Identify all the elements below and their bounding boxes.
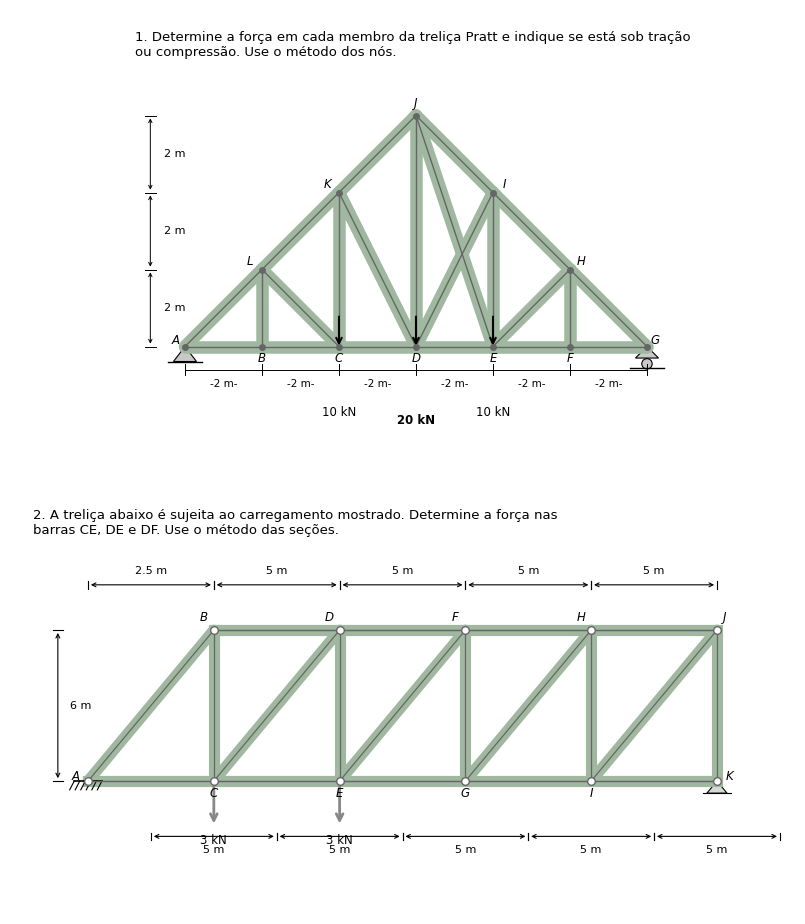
Text: D: D (411, 351, 420, 365)
Text: 5 m: 5 m (203, 845, 225, 856)
Text: J: J (723, 611, 726, 624)
Text: 5 m: 5 m (455, 845, 476, 856)
Text: 6 m: 6 m (71, 700, 92, 711)
Text: -2 m-: -2 m- (518, 379, 545, 389)
Polygon shape (173, 346, 196, 361)
Text: H: H (576, 611, 585, 624)
Text: 5 m: 5 m (706, 845, 728, 856)
Circle shape (642, 359, 652, 369)
Text: -2 m-: -2 m- (364, 379, 391, 389)
Text: B: B (200, 611, 208, 624)
Text: I: I (589, 787, 593, 800)
Text: H: H (577, 255, 586, 268)
Text: G: G (460, 787, 470, 800)
Text: -2 m-: -2 m- (287, 379, 314, 389)
Text: K: K (725, 770, 733, 783)
Text: 10 kN: 10 kN (322, 407, 356, 419)
Text: 2 m: 2 m (163, 226, 185, 236)
Text: -2 m-: -2 m- (440, 379, 469, 389)
Text: -2 m-: -2 m- (595, 379, 622, 389)
Text: 1. Determine a força em cada membro da treliça Pratt e indique se está sob traçã: 1. Determine a força em cada membro da t… (135, 30, 691, 59)
Text: E: E (489, 351, 497, 365)
Text: 3 kN: 3 kN (200, 833, 227, 847)
Text: 5 m: 5 m (580, 845, 602, 856)
Text: C: C (210, 787, 218, 800)
Text: 5 m: 5 m (392, 566, 413, 576)
Text: 2.5 m: 2.5 m (135, 566, 167, 576)
Text: 5 m: 5 m (329, 845, 350, 856)
Text: J: J (415, 97, 418, 111)
Polygon shape (635, 346, 658, 358)
Text: 2 m: 2 m (163, 149, 185, 159)
Text: 5 m: 5 m (643, 566, 665, 576)
Text: 2 m: 2 m (163, 303, 185, 313)
Text: I: I (503, 178, 506, 191)
Text: 5 m: 5 m (266, 566, 287, 576)
Text: F: F (452, 611, 459, 624)
Text: 10 kN: 10 kN (476, 407, 510, 419)
Text: -2 m-: -2 m- (210, 379, 237, 389)
Text: 3 kN: 3 kN (326, 833, 353, 847)
Text: C: C (335, 351, 343, 365)
Text: 2. A treliça abaixo é sujeita ao carregamento mostrado. Determine a força nas
ba: 2. A treliça abaixo é sujeita ao carrega… (33, 509, 557, 538)
Text: A: A (171, 334, 180, 347)
Text: D: D (325, 611, 334, 624)
Text: A: A (72, 770, 80, 783)
Text: 5 m: 5 m (518, 566, 539, 576)
Text: E: E (336, 787, 343, 800)
Text: B: B (258, 351, 266, 365)
Text: 20 kN: 20 kN (397, 414, 435, 427)
Polygon shape (707, 781, 727, 793)
Text: L: L (247, 255, 254, 268)
Text: K: K (324, 178, 332, 191)
Text: G: G (650, 334, 659, 347)
Text: F: F (567, 351, 573, 365)
